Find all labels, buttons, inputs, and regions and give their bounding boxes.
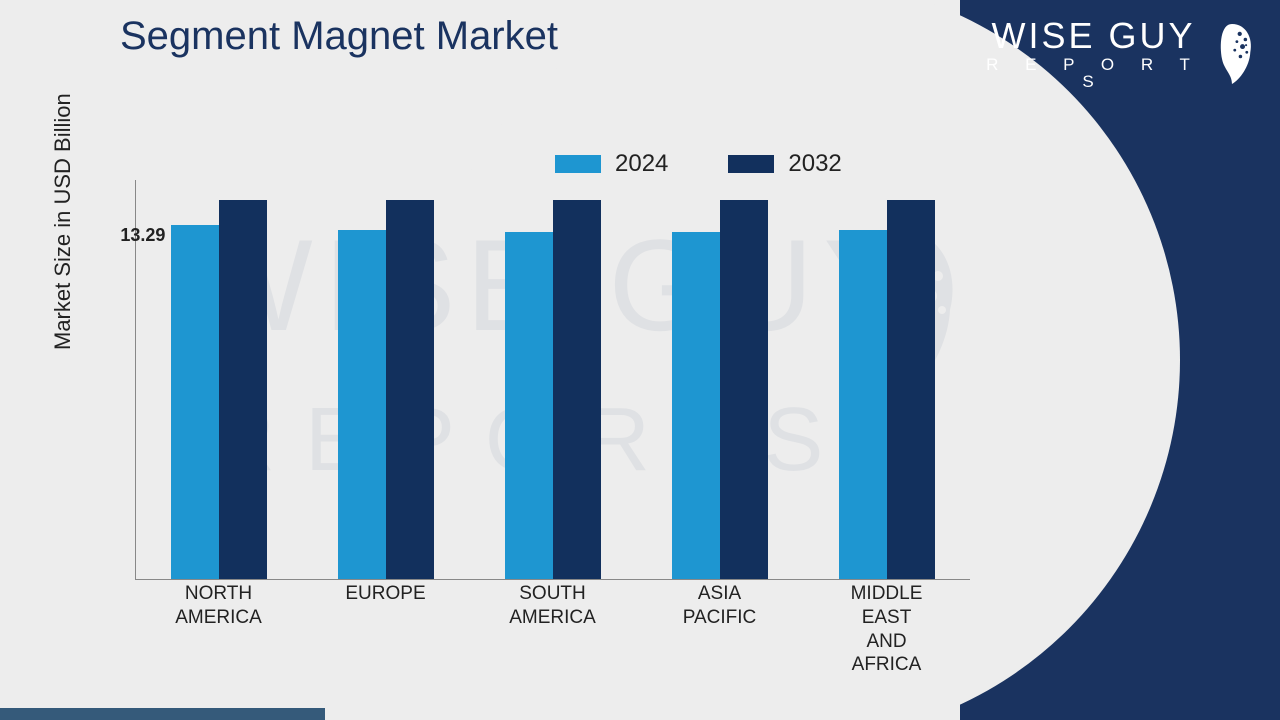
bar bbox=[219, 200, 267, 579]
brand-logo: WISE GUY R E P O R T S bbox=[982, 18, 1262, 90]
legend-label: 2024 bbox=[615, 150, 668, 178]
x-axis-label: EUROPE bbox=[311, 582, 461, 677]
bar-group bbox=[326, 200, 446, 579]
bar bbox=[505, 232, 553, 579]
bar-chart: Market Size in USD Billion 2024 2032 13.… bbox=[60, 150, 970, 695]
bar-group: 13.29 bbox=[159, 200, 279, 579]
bar bbox=[553, 200, 601, 579]
chart-canvas: WISE GUY REPORTS WISE GUY R E P O R T S bbox=[0, 0, 1280, 720]
bar bbox=[338, 230, 386, 579]
legend-swatch bbox=[728, 155, 774, 173]
legend-label: 2032 bbox=[788, 150, 841, 178]
bar-group bbox=[660, 200, 780, 579]
x-axis-label: SOUTH AMERICA bbox=[478, 582, 628, 677]
bottom-accent-bar bbox=[0, 708, 325, 720]
bar-value-label: 13.29 bbox=[105, 225, 165, 246]
bar bbox=[839, 230, 887, 579]
chart-title: Segment Magnet Market bbox=[120, 14, 558, 59]
bar-group bbox=[493, 200, 613, 579]
x-axis-label: NORTH AMERICA bbox=[144, 582, 294, 677]
logo-text-main: WISE GUY bbox=[982, 18, 1205, 54]
bar bbox=[887, 200, 935, 579]
y-axis-label: Market Size in USD Billion bbox=[50, 93, 76, 350]
plot-area: 13.29 bbox=[135, 180, 970, 580]
legend: 2024 2032 bbox=[555, 150, 842, 178]
bar-group bbox=[827, 200, 947, 579]
bar bbox=[386, 200, 434, 579]
legend-swatch bbox=[555, 155, 601, 173]
legend-item-2032: 2032 bbox=[728, 150, 841, 178]
right-panel bbox=[960, 0, 1280, 720]
bar bbox=[171, 225, 219, 579]
bar bbox=[720, 200, 768, 579]
logo-head-icon bbox=[1209, 24, 1262, 84]
bar bbox=[672, 232, 720, 579]
legend-item-2024: 2024 bbox=[555, 150, 668, 178]
x-axis-label: MIDDLE EAST AND AFRICA bbox=[812, 582, 962, 677]
x-axis-label: ASIA PACIFIC bbox=[645, 582, 795, 677]
logo-text-sub: R E P O R T S bbox=[982, 56, 1205, 90]
x-axis-labels: NORTH AMERICAEUROPESOUTH AMERICAASIA PAC… bbox=[135, 582, 970, 677]
